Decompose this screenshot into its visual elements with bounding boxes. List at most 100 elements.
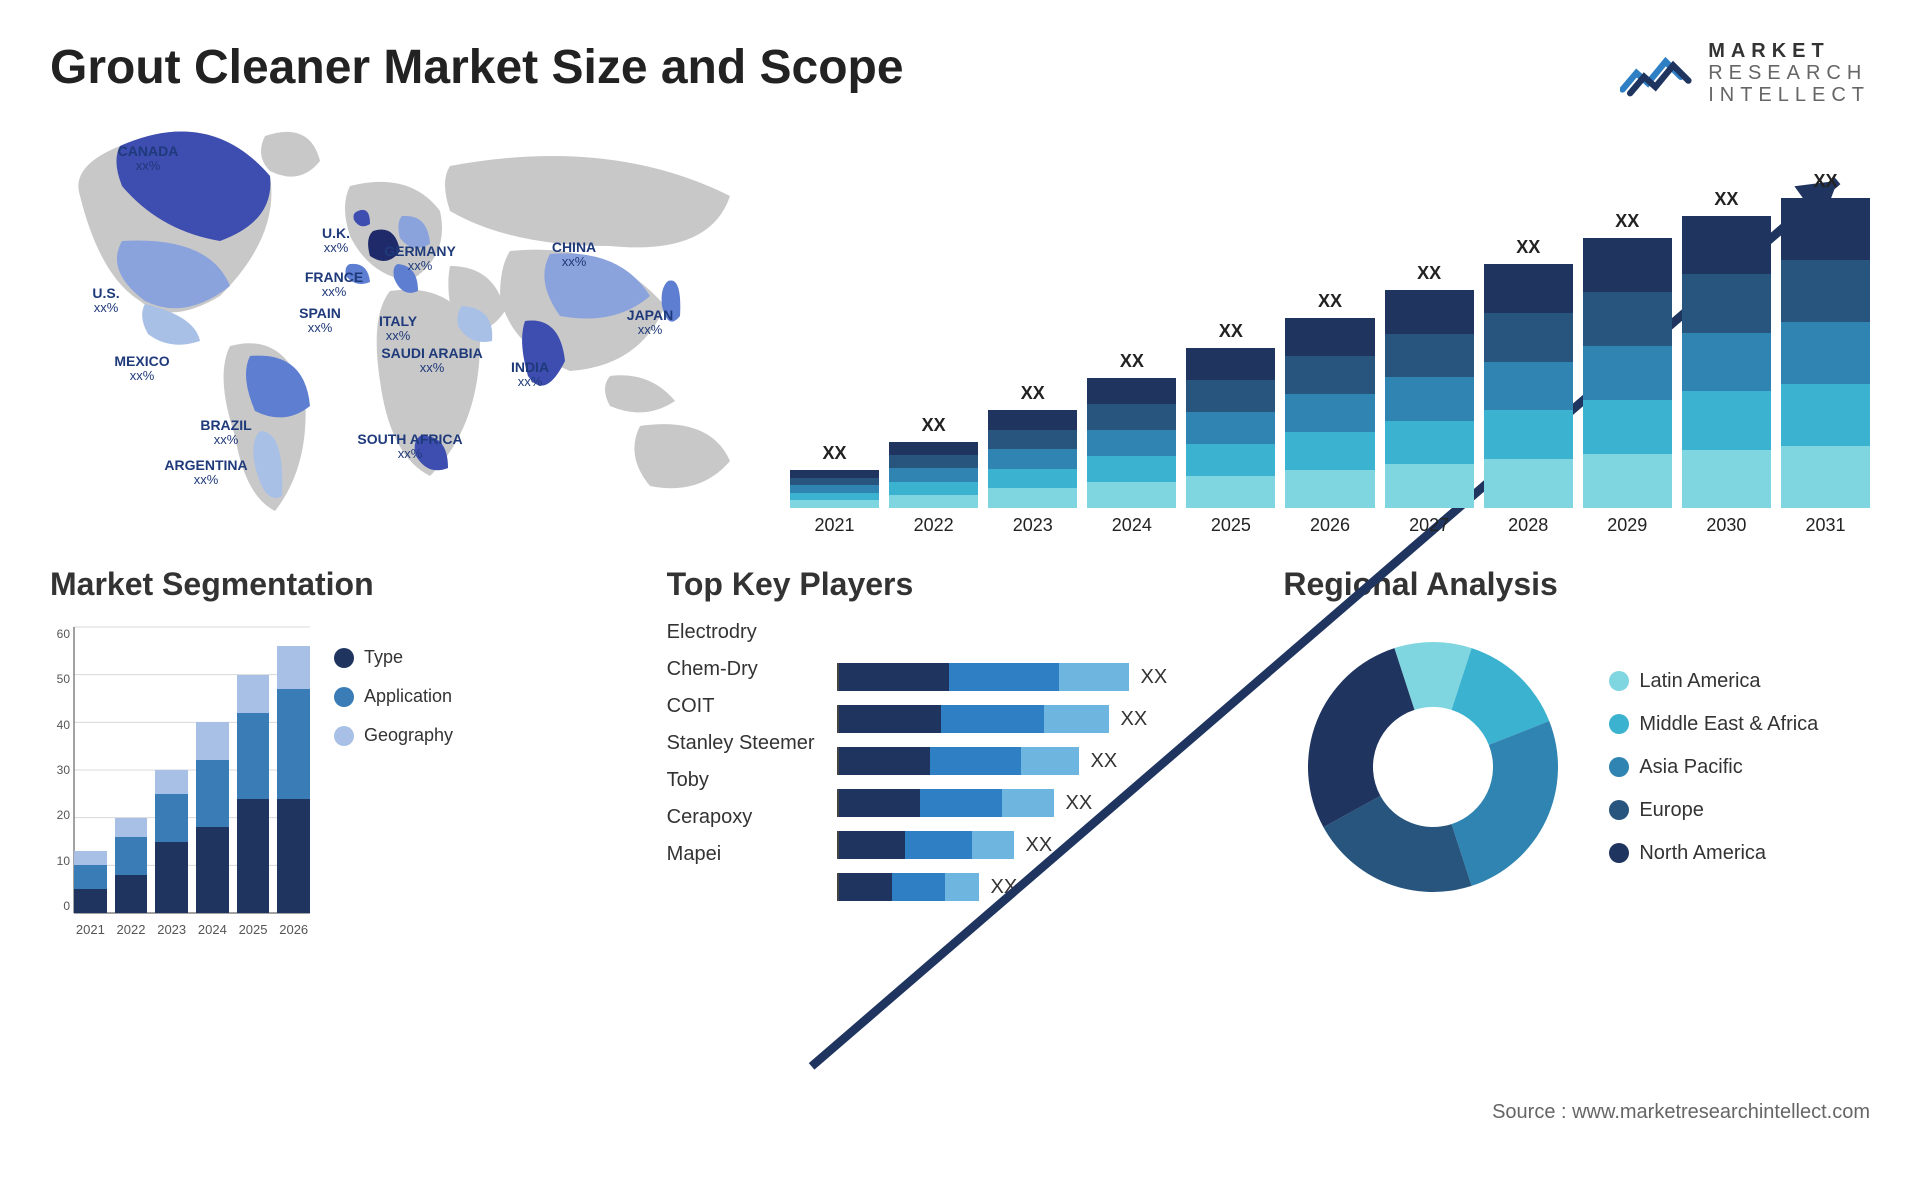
seg-bar-column xyxy=(237,675,270,913)
bottom-row: Market Segmentation 0102030405060 202120… xyxy=(50,566,1870,937)
growth-bar-segment xyxy=(790,470,879,478)
player-bar-stack xyxy=(837,747,1079,775)
player-bar-segment xyxy=(892,873,945,901)
growth-bar-segment xyxy=(1385,377,1474,421)
page-title: Grout Cleaner Market Size and Scope xyxy=(50,40,904,95)
segmentation-years-axis: 202120222023202420252026 xyxy=(74,922,310,937)
seg-legend-label: Geography xyxy=(364,725,453,746)
growth-bar-segment xyxy=(1087,430,1176,456)
player-bar-segment xyxy=(1044,705,1109,733)
player-bar-value-label: XX xyxy=(1091,750,1118,773)
player-bar-segment xyxy=(839,831,906,859)
seg-year-tick: 2023 xyxy=(155,922,188,937)
growth-chart: XXXXXXXXXXXXXXXXXXXXXX 20212022202320242… xyxy=(790,116,1870,536)
growth-bar-value-label: XX xyxy=(1417,263,1441,284)
player-name: Toby xyxy=(667,769,815,792)
growth-bar-column: XX xyxy=(1285,291,1374,508)
player-bar-row: XX xyxy=(837,831,1254,859)
player-bar-segment xyxy=(972,831,1014,859)
seg-bar-segment xyxy=(155,794,188,842)
player-name: Chem-Dry xyxy=(667,658,815,681)
regional-panel: Regional Analysis Latin America Middle Ea… xyxy=(1283,566,1870,937)
growth-bar-segment xyxy=(988,430,1077,450)
growth-bar-stack xyxy=(889,442,978,508)
growth-bar-segment xyxy=(889,482,978,495)
segmentation-body: 0102030405060 202120222023202420252026 T… xyxy=(50,617,637,937)
seg-bar-segment xyxy=(277,689,310,799)
growth-bar-segment xyxy=(790,485,879,493)
growth-year-tick: 2025 xyxy=(1186,515,1275,536)
growth-bar-segment xyxy=(1285,318,1374,356)
seg-bar-column xyxy=(115,818,148,913)
seg-bar-segment xyxy=(196,827,229,913)
growth-bar-segment xyxy=(1781,322,1870,384)
seg-bar-segment xyxy=(74,851,107,865)
growth-bar-value-label: XX xyxy=(1516,237,1540,258)
seg-bar-segment xyxy=(277,799,310,913)
seg-bar-segment xyxy=(196,760,229,827)
segmentation-title: Market Segmentation xyxy=(50,566,637,603)
growth-bar-segment xyxy=(1285,470,1374,508)
donut-svg-icon xyxy=(1283,617,1583,917)
player-bar-value-label: XX xyxy=(991,876,1018,899)
growth-bar-segment xyxy=(1186,348,1275,380)
legend-swatch-icon xyxy=(1609,800,1629,820)
growth-bar-value-label: XX xyxy=(1021,383,1045,404)
player-bar-value-label: XX xyxy=(1026,834,1053,857)
growth-bar-column: XX xyxy=(1583,211,1672,508)
map-label: MEXICOxx% xyxy=(114,354,169,384)
seg-legend-item: Geography xyxy=(334,725,453,746)
growth-bar-segment xyxy=(988,449,1077,469)
map-label: SOUTH AFRICAxx% xyxy=(357,432,462,462)
growth-years-axis: 2021202220232024202520262027202820292030… xyxy=(790,515,1870,536)
growth-bar-segment xyxy=(889,442,978,455)
player-bar-segment xyxy=(1059,663,1129,691)
growth-bar-segment xyxy=(1781,384,1870,446)
growth-bar-column: XX xyxy=(889,415,978,508)
map-label: INDIAxx% xyxy=(511,360,549,390)
seg-bar-segment xyxy=(115,818,148,837)
growth-bar-value-label: XX xyxy=(1219,321,1243,342)
regional-title: Regional Analysis xyxy=(1283,566,1870,603)
segmentation-chart: 0102030405060 202120222023202420252026 xyxy=(50,617,310,937)
seg-year-tick: 2021 xyxy=(74,922,107,937)
map-label: GERMANYxx% xyxy=(384,244,456,274)
donut-legend-label: Middle East & Africa xyxy=(1639,713,1818,736)
map-label: CHINAxx% xyxy=(552,240,596,270)
player-bar-stack xyxy=(837,831,1014,859)
growth-bar-segment xyxy=(1583,292,1672,346)
player-bar-stack xyxy=(837,663,1129,691)
growth-bar-segment xyxy=(1087,378,1176,404)
growth-bar-stack xyxy=(1781,198,1870,508)
growth-bar-segment xyxy=(988,488,1077,508)
seg-bar-segment xyxy=(237,799,270,913)
growth-bar-segment xyxy=(1583,454,1672,508)
segmentation-legend: TypeApplicationGeography xyxy=(334,617,453,937)
growth-bar-segment xyxy=(1285,432,1374,470)
growth-bar-segment xyxy=(1385,290,1474,334)
growth-bar-segment xyxy=(1484,410,1573,459)
player-bar-segment xyxy=(1002,789,1054,817)
growth-year-tick: 2022 xyxy=(889,515,978,536)
growth-year-tick: 2027 xyxy=(1385,515,1474,536)
source-footer: Source : www.marketresearchintellect.com xyxy=(1492,1101,1870,1124)
player-bar-segment xyxy=(839,789,921,817)
growth-bar-segment xyxy=(1583,238,1672,292)
seg-bar-column xyxy=(155,770,188,913)
growth-bar-value-label: XX xyxy=(1318,291,1342,312)
growth-bar-stack xyxy=(988,410,1077,508)
players-name-list: ElectrodryChem-DryCOITStanley SteemerTob… xyxy=(667,617,815,901)
player-bar-segment xyxy=(1021,747,1079,775)
growth-year-tick: 2030 xyxy=(1682,515,1771,536)
growth-bar-segment xyxy=(790,500,879,508)
player-name: Mapei xyxy=(667,843,815,866)
segmentation-bars-container xyxy=(74,627,310,913)
player-bar-row: XX xyxy=(837,873,1254,901)
legend-swatch-icon xyxy=(334,648,354,668)
growth-bar-stack xyxy=(1682,216,1771,508)
logo-line1: MARKET xyxy=(1708,40,1870,62)
growth-bar-segment xyxy=(1484,459,1573,508)
growth-bar-segment xyxy=(1385,464,1474,508)
donut-legend-label: Latin America xyxy=(1639,670,1760,693)
growth-bar-column: XX xyxy=(988,383,1077,508)
